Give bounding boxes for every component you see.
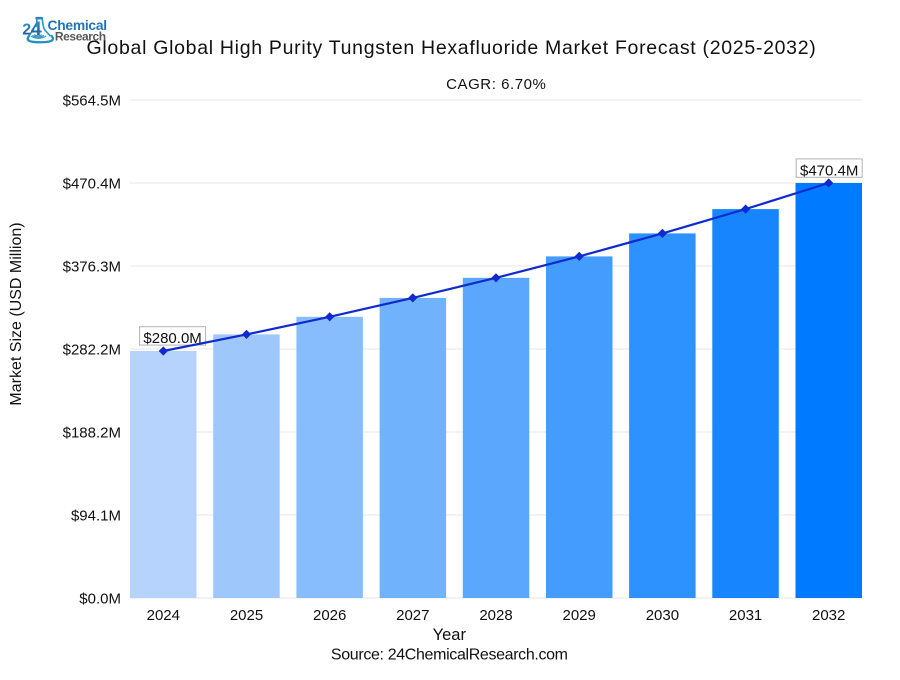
- svg-text:Global Global High Purity Tung: Global Global High Purity Tungsten Hexaf…: [87, 37, 817, 59]
- svg-text:Research: Research: [55, 29, 106, 43]
- svg-text:2032: 2032: [812, 607, 845, 624]
- svg-text:2030: 2030: [646, 607, 679, 624]
- svg-text:$280.0M: $280.0M: [143, 330, 201, 347]
- svg-text:Year: Year: [433, 626, 467, 644]
- svg-text:$376.3M: $376.3M: [63, 258, 121, 275]
- svg-text:2031: 2031: [729, 607, 762, 624]
- svg-text:Chemical: Chemical: [48, 18, 107, 33]
- svg-text:$188.2M: $188.2M: [63, 424, 121, 441]
- svg-text:2025: 2025: [230, 607, 263, 624]
- svg-text:CAGR: 6.70%: CAGR: 6.70%: [446, 76, 546, 93]
- svg-text:2026: 2026: [313, 607, 346, 624]
- svg-text:Market Size (USD Million): Market Size (USD Million): [8, 222, 25, 405]
- svg-text:$282.2M: $282.2M: [63, 341, 121, 358]
- svg-text:2024: 2024: [147, 607, 180, 624]
- svg-text:$564.5M: $564.5M: [63, 92, 121, 109]
- svg-text:2027: 2027: [396, 607, 429, 624]
- svg-text:$470.4M: $470.4M: [63, 175, 121, 192]
- svg-text:$0.0M: $0.0M: [79, 590, 121, 607]
- svg-text:2: 2: [22, 22, 31, 39]
- svg-text:Source: 24ChemicalResearch.com: Source: 24ChemicalResearch.com: [331, 647, 568, 664]
- svg-text:2029: 2029: [563, 607, 596, 624]
- svg-text:$94.1M: $94.1M: [71, 507, 121, 524]
- svg-text:$470.4M: $470.4M: [800, 163, 858, 180]
- svg-text:2028: 2028: [479, 607, 512, 624]
- svg-text:4: 4: [31, 18, 42, 40]
